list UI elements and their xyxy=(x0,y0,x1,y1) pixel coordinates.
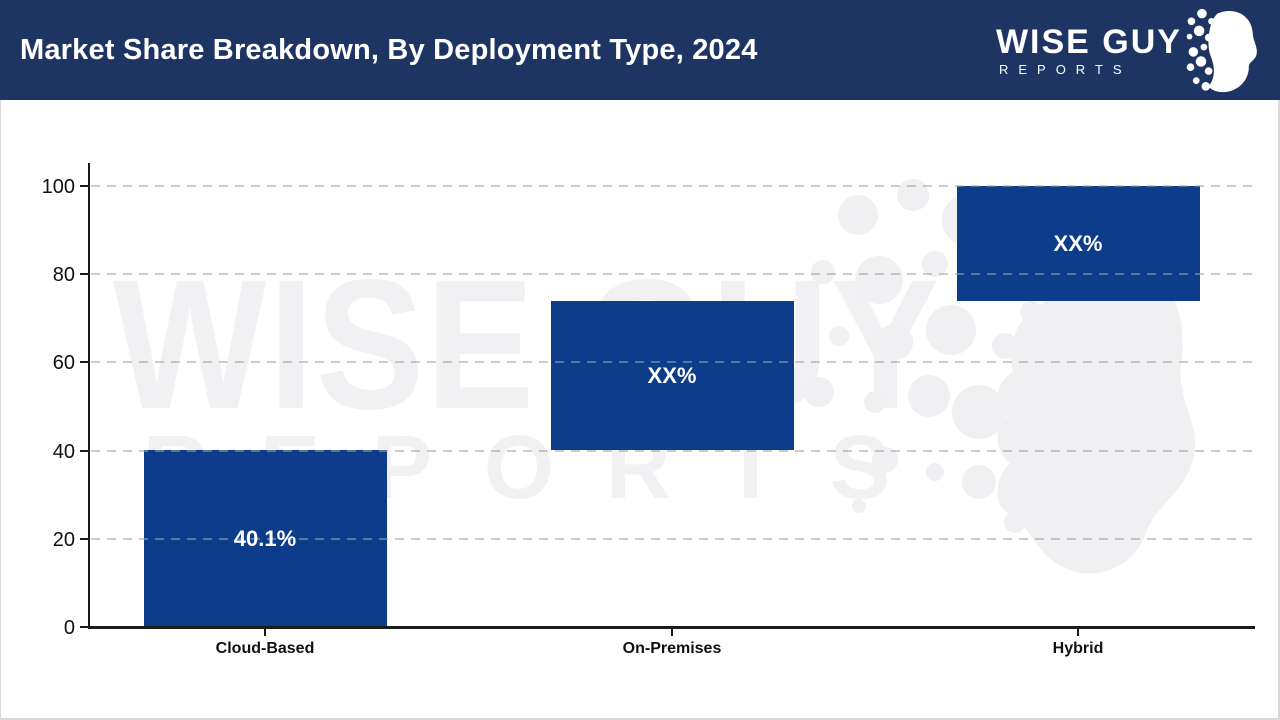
gridline-80 xyxy=(91,273,1254,276)
x-axis-label: Cloud-Based xyxy=(215,640,315,657)
bar-value-label: XX% xyxy=(1053,230,1103,256)
chart-area: WISE GUY REPORTS 0 20 40 60 80 100 Cloud-Base… xyxy=(0,100,1280,720)
bar-value-label: 40.1% xyxy=(233,525,297,551)
x-axis-label: Hybrid xyxy=(1052,640,1104,657)
x-axis-tick xyxy=(264,629,266,636)
x-axis-line xyxy=(88,626,1255,629)
x-axis-tick xyxy=(1077,629,1079,636)
page-title: Market Share Breakdown, By Deployment Ty… xyxy=(20,33,758,66)
y-axis-tick-label: 100 xyxy=(41,176,75,198)
y-axis-tick xyxy=(80,361,89,364)
gridline-40 xyxy=(91,449,1254,452)
bar-value-label: XX% xyxy=(647,362,697,388)
header-bar: Market Share Breakdown, By Deployment Ty… xyxy=(0,0,1280,100)
x-axis-label: On-Premises xyxy=(622,640,722,657)
logo-text: WISE GUY REPORTS xyxy=(996,25,1182,76)
gridline-100 xyxy=(91,185,1254,187)
x-axis-tick xyxy=(671,629,673,636)
y-axis-tick-label: 20 xyxy=(52,528,75,551)
gridline-60 xyxy=(91,361,1254,364)
y-axis-tick-label: 40 xyxy=(52,440,75,463)
wiseguy-logo: WISE GUY REPORTS xyxy=(996,6,1262,94)
y-axis-tick-label: 80 xyxy=(52,264,75,287)
y-axis-tick xyxy=(80,537,89,540)
y-axis-line xyxy=(88,163,90,629)
logo-sub: REPORTS xyxy=(998,61,1132,77)
logo-wordmark: WISE GUY xyxy=(995,22,1182,61)
wiseguy-face-icon xyxy=(1186,8,1257,93)
y-axis-tick xyxy=(80,273,89,276)
y-axis-tick-label: 0 xyxy=(63,617,75,639)
y-axis-tick xyxy=(80,626,89,628)
gridline-20 xyxy=(91,537,1254,540)
y-axis-tick xyxy=(80,449,89,452)
y-axis-tick xyxy=(80,185,89,187)
bar-hybrid xyxy=(956,186,1200,302)
y-axis-tick-label: 60 xyxy=(52,352,75,375)
watermark-wordmark: WISE GUY xyxy=(113,242,942,448)
bar-on-premises xyxy=(550,301,794,451)
